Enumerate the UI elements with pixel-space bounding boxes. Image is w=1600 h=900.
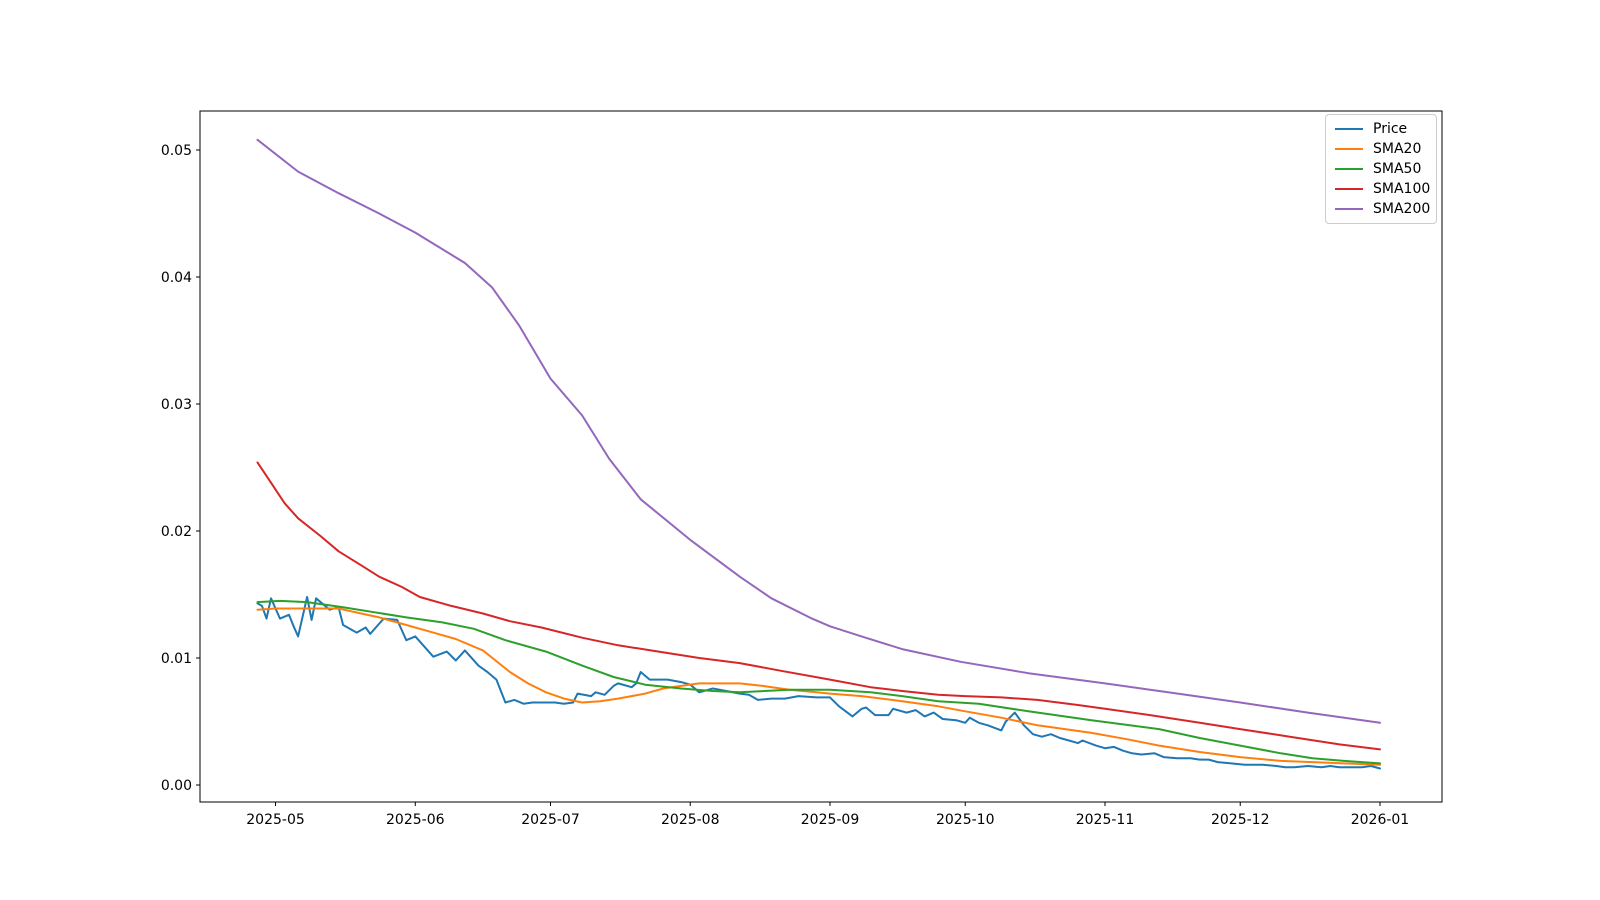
legend-label: SMA200 <box>1373 201 1431 217</box>
legend: Price SMA20 SMA50 SMA100 SMA200 <box>1325 114 1437 224</box>
legend-line-swatch-icon <box>1335 188 1363 190</box>
legend-label: SMA50 <box>1373 161 1422 177</box>
legend-line-swatch-icon <box>1335 128 1363 130</box>
legend-label: SMA20 <box>1373 141 1422 157</box>
x-tick-label: 2025-05 <box>246 812 305 828</box>
x-tick-label: 2025-12 <box>1211 812 1270 828</box>
y-tick-label: 0.04 <box>161 270 192 286</box>
y-tick-label: 0.01 <box>161 651 192 667</box>
legend-line-swatch-icon <box>1335 168 1363 170</box>
legend-item-price: Price <box>1335 119 1428 139</box>
series-line-sma20 <box>256 607 1381 766</box>
series-line-price <box>256 596 1381 770</box>
legend-item-sma100: SMA100 <box>1335 179 1431 199</box>
legend-item-sma50: SMA50 <box>1335 159 1428 179</box>
y-tick-label: 0.02 <box>161 524 192 540</box>
legend-item-sma20: SMA20 <box>1335 139 1428 159</box>
x-tick-label: 2025-06 <box>386 812 445 828</box>
y-tick-label: 0.05 <box>161 143 192 159</box>
legend-line-swatch-icon <box>1335 208 1363 210</box>
legend-label: SMA100 <box>1373 181 1431 197</box>
x-tick-label: 2025-08 <box>661 812 720 828</box>
series-line-sma200 <box>256 138 1381 724</box>
series-line-sma50 <box>256 599 1381 765</box>
axes-frame <box>199 110 1443 803</box>
x-tick-label: 2025-10 <box>936 812 995 828</box>
legend-line-swatch-icon <box>1335 148 1363 150</box>
series-lines <box>256 138 1381 770</box>
x-tick-label: 2025-07 <box>521 812 580 828</box>
x-tick-label: 2026-01 <box>1351 812 1410 828</box>
x-tick-label: 2025-11 <box>1076 812 1135 828</box>
x-tick-label: 2025-09 <box>801 812 860 828</box>
y-tick-label: 0.03 <box>161 397 192 413</box>
series-line-sma100 <box>256 461 1381 751</box>
legend-label: Price <box>1373 121 1408 137</box>
legend-item-sma200: SMA200 <box>1335 199 1431 219</box>
y-tick-label: 0.00 <box>161 778 192 794</box>
